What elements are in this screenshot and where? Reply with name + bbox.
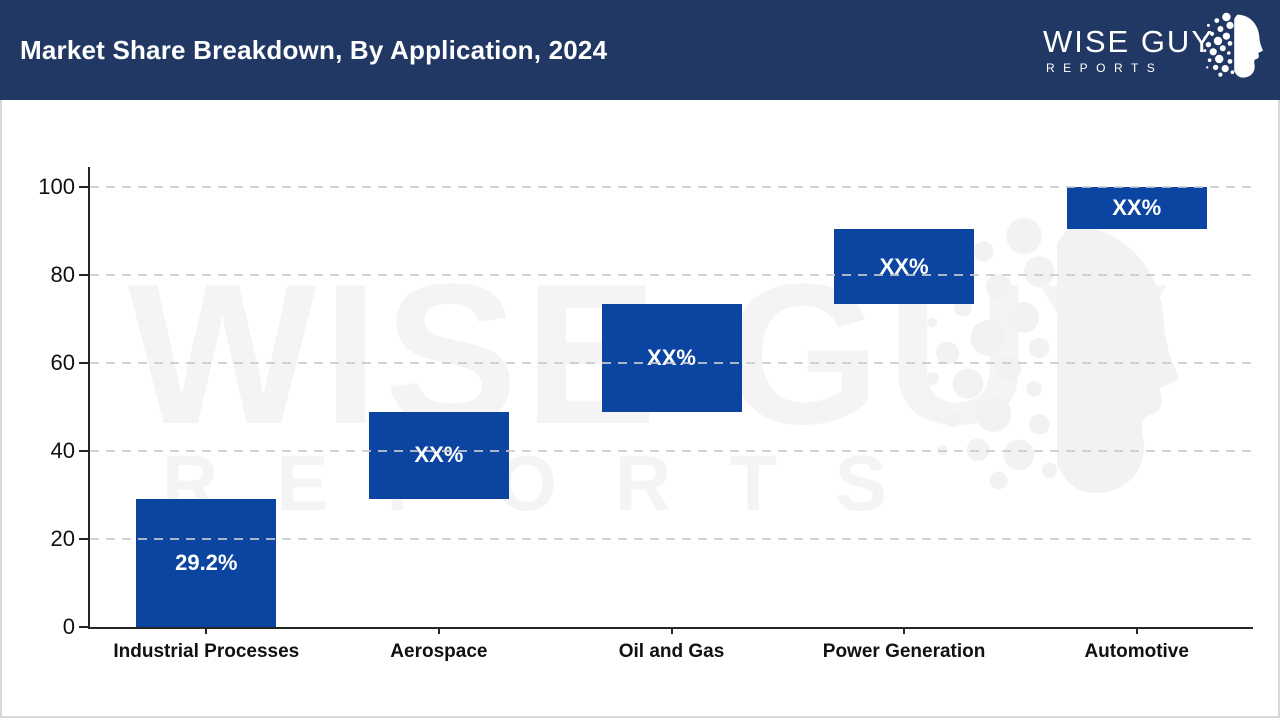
bar-segment: XX% [368, 412, 509, 499]
x-axis-tick [437, 627, 440, 634]
chart-canvas: WISE GUY REPORTS 29.2%Industrial Process… [0, 100, 1280, 720]
y-axis-tick-label: 60 [50, 350, 75, 375]
y-axis-tick [79, 626, 88, 628]
brand-name: WISE GUY [1042, 24, 1214, 59]
header: Market Share Breakdown, By Application, … [0, 0, 1280, 100]
bar-segment: XX% [1066, 187, 1207, 230]
border-bottom [0, 716, 1280, 718]
watermark-text-2: REPORTS [162, 439, 946, 527]
y-axis-tick [79, 186, 88, 188]
y-axis-tick [79, 362, 88, 364]
y-axis-line [88, 167, 90, 629]
chart-title: Market Share Breakdown, By Application, … [20, 34, 608, 65]
x-axis-category-label: Oil and Gas [618, 641, 725, 662]
brand-logo: WISE GUY REPORTS [1043, 11, 1266, 89]
x-axis-category-label: Aerospace [390, 641, 488, 662]
bar-value-label: XX% [1112, 195, 1162, 221]
y-axis-tick-label: 40 [50, 438, 75, 463]
brand-subname: REPORTS [1045, 61, 1164, 75]
x-axis-tick [205, 627, 208, 634]
gridline [90, 186, 1253, 188]
y-axis-tick [79, 274, 88, 276]
bar-segment: 29.2% [136, 498, 277, 627]
dotted-head-icon [1203, 12, 1263, 78]
y-axis-tick [79, 538, 88, 540]
gridline [90, 362, 1253, 364]
y-axis-tick-label: 100 [38, 174, 75, 199]
gridline [90, 274, 1253, 276]
bar-value-label: XX% [414, 442, 464, 468]
x-axis-line [88, 627, 1253, 629]
y-axis-tick [79, 450, 88, 452]
x-axis-category-label: Automotive [1084, 641, 1189, 662]
x-axis-tick [1135, 627, 1138, 634]
gridline [90, 450, 1253, 452]
bar-value-label: XX% [647, 345, 696, 371]
y-axis-tick-label: 20 [50, 526, 75, 551]
gridline [90, 538, 1253, 540]
bar-segment: XX% [834, 229, 975, 305]
y-axis-tick-label: 80 [50, 262, 75, 287]
x-axis-tick [670, 627, 673, 634]
border-left [0, 100, 2, 718]
border-right [1278, 100, 1280, 718]
x-axis-category-label: Industrial Processes [113, 641, 300, 662]
bar-value-label: 29.2% [175, 549, 238, 575]
x-axis-tick [903, 627, 906, 634]
bar-segment: XX% [601, 304, 742, 413]
y-axis-tick-label: 0 [62, 614, 75, 639]
x-axis-category-label: Power Generation [822, 641, 986, 662]
brand-logo-text: WISE GUY REPORTS [1043, 26, 1214, 74]
